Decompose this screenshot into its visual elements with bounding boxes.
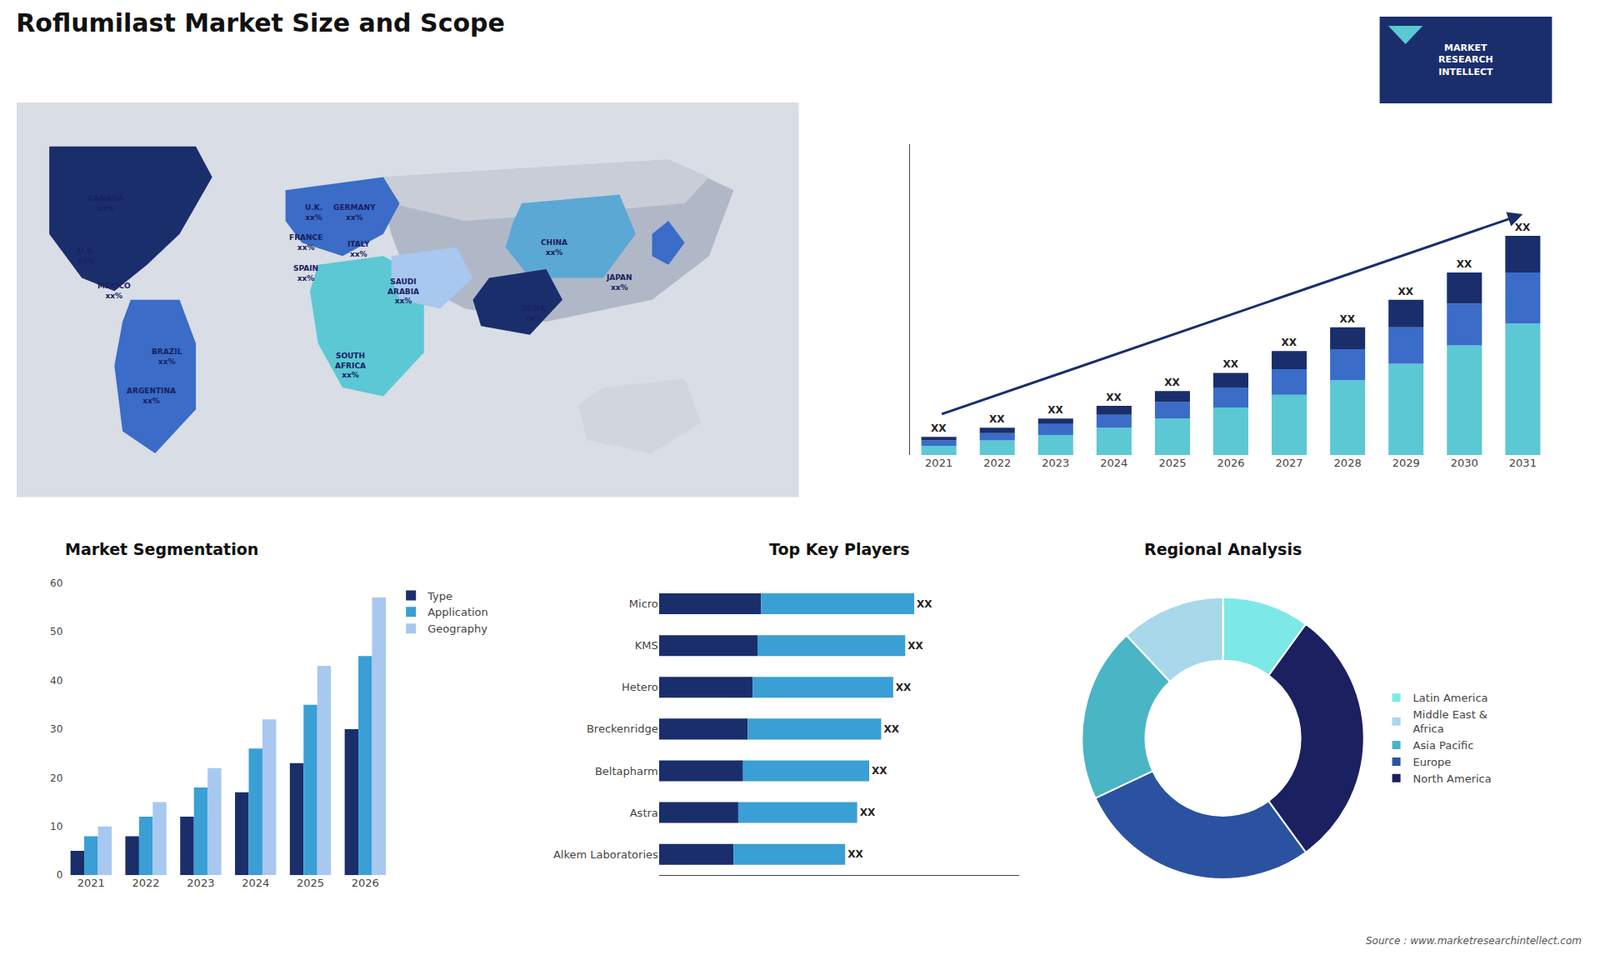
svg-text:XX: XX [883, 723, 900, 735]
svg-text:Application: Application [427, 605, 489, 619]
svg-text:Middle East &Africa: Middle East &Africa [1413, 708, 1488, 735]
svg-text:XX: XX [1340, 313, 1356, 325]
svg-text:2025: 2025 [1158, 456, 1186, 470]
svg-text:2022: 2022 [983, 456, 1011, 470]
svg-text:XX: XX [989, 413, 1005, 425]
svg-text:2031: 2031 [1509, 456, 1537, 470]
svg-text:XX: XX [1164, 376, 1180, 389]
svg-text:Roflumilast Market Size and Sc: Roflumilast Market Size and Scope [15, 8, 505, 38]
svg-text:XX: XX [907, 640, 924, 652]
svg-text:50: 50 [50, 625, 63, 638]
svg-text:XX: XX [847, 848, 864, 860]
svg-text:XX: XX [895, 681, 912, 694]
svg-text:Micro: Micro [629, 597, 659, 610]
svg-text:Breckenridge: Breckenridge [586, 722, 659, 735]
svg-text:BRAZILxx%: BRAZILxx% [151, 347, 183, 366]
svg-text:CHINAxx%: CHINAxx% [540, 238, 568, 257]
svg-text:FRANCExx%: FRANCExx% [289, 233, 323, 252]
svg-text:XX: XX [930, 422, 947, 435]
svg-text:2026: 2026 [1216, 456, 1245, 470]
svg-text:XX: XX [871, 765, 888, 777]
svg-text:2023: 2023 [1041, 456, 1070, 470]
svg-text:20: 20 [50, 772, 63, 785]
svg-text:XX: XX [1105, 391, 1122, 404]
svg-text:Alkem Laboratories: Alkem Laboratories [553, 848, 659, 861]
svg-text:10: 10 [50, 820, 63, 833]
svg-text:XX: XX [1515, 221, 1531, 234]
svg-text:CANADAxx%: CANADAxx% [88, 194, 125, 213]
svg-text:Asia Pacific: Asia Pacific [1413, 739, 1475, 752]
svg-text:2028: 2028 [1334, 456, 1362, 470]
svg-text:Market Segmentation: Market Segmentation [65, 540, 259, 559]
svg-text:40: 40 [50, 675, 63, 687]
svg-text:Type: Type [426, 590, 453, 603]
svg-text:JAPANxx%: JAPANxx% [605, 273, 633, 292]
svg-text:XX: XX [1222, 358, 1239, 370]
svg-text:U.S.xx%: U.S.xx% [77, 246, 95, 265]
svg-text:ITALYxx%: ITALYxx% [347, 240, 370, 259]
svg-text:Latin America: Latin America [1413, 691, 1489, 705]
svg-text:SOUTHAFRICAxx%: SOUTHAFRICAxx% [335, 351, 366, 380]
svg-text:XX: XX [916, 598, 933, 610]
svg-text:2029: 2029 [1392, 456, 1420, 470]
svg-text:KMS: KMS [635, 639, 659, 652]
svg-text:XX: XX [860, 806, 876, 819]
svg-text:XX: XX [1280, 336, 1297, 349]
svg-text:U.K.xx%: U.K.xx% [305, 203, 323, 222]
svg-text:2023: 2023 [186, 876, 215, 890]
svg-text:Source : www.marketresearchint: Source : www.marketresearchintellect.com [1365, 935, 1582, 947]
svg-text:SAUDIARABIAxx%: SAUDIARABIAxx% [387, 277, 420, 305]
svg-text:2021: 2021 [77, 876, 105, 890]
svg-text:2027: 2027 [1275, 456, 1304, 470]
svg-text:2030: 2030 [1450, 456, 1479, 470]
svg-text:2024: 2024 [1100, 456, 1128, 470]
svg-text:Beltapharm: Beltapharm [595, 765, 659, 778]
svg-text:Hetero: Hetero [621, 680, 659, 694]
svg-text:2025: 2025 [296, 876, 325, 890]
svg-text:MEXICOxx%: MEXICOxx% [97, 281, 131, 300]
svg-text:ARGENTINAxx%: ARGENTINAxx% [126, 386, 176, 405]
svg-text:Europe: Europe [1413, 755, 1452, 769]
svg-text:0: 0 [56, 869, 64, 881]
svg-text:XX: XX [1398, 285, 1415, 298]
svg-text:XX: XX [1456, 258, 1473, 270]
svg-text:XX: XX [1047, 404, 1064, 416]
svg-text:Geography: Geography [427, 622, 488, 635]
svg-text:MARKETRESEARCHINTELLECT: MARKETRESEARCHINTELLECT [1438, 42, 1494, 78]
svg-text:SPAINxx%: SPAINxx% [293, 264, 319, 283]
svg-text:North America: North America [1413, 772, 1492, 785]
svg-text:INDIAxx%: INDIAxx% [521, 304, 546, 323]
svg-text:2024: 2024 [241, 876, 270, 890]
svg-text:2021: 2021 [925, 456, 953, 470]
svg-text:Top Key Players: Top Key Players [769, 540, 910, 559]
svg-text:Regional Analysis: Regional Analysis [1144, 540, 1302, 559]
svg-text:2026: 2026 [351, 876, 380, 890]
svg-text:2022: 2022 [132, 876, 160, 890]
svg-text:Astra: Astra [630, 806, 659, 820]
svg-text:GERMANYxx%: GERMANYxx% [333, 203, 376, 222]
svg-text:60: 60 [50, 577, 63, 590]
svg-text:30: 30 [50, 723, 63, 735]
